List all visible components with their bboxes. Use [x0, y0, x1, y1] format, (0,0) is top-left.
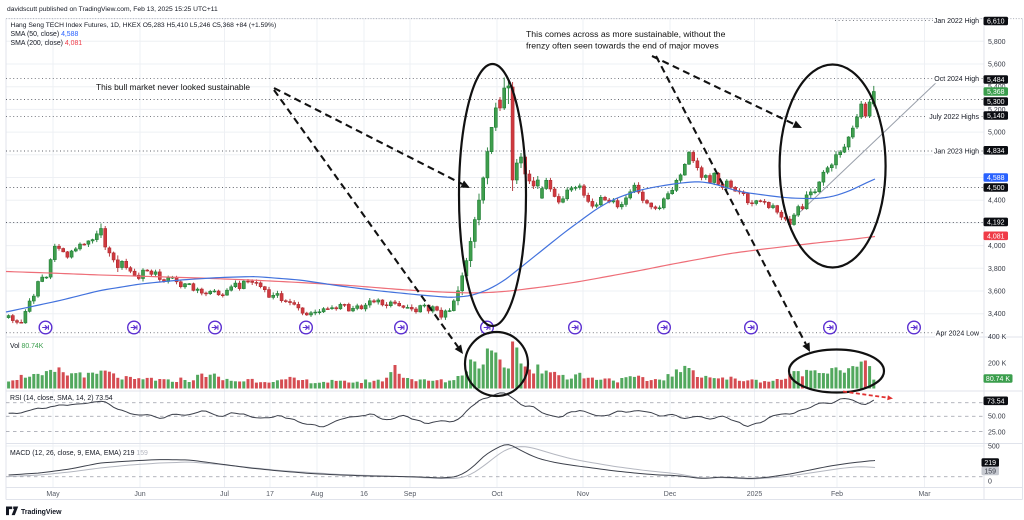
- svg-text:3,600: 3,600: [988, 289, 1006, 296]
- svg-text:4,588: 4,588: [987, 175, 1005, 182]
- svg-text:Vol 80.74K: Vol 80.74K: [10, 343, 44, 350]
- svg-text:Nov: Nov: [577, 491, 590, 498]
- svg-text:Aug: Aug: [311, 491, 324, 498]
- svg-text:Dec: Dec: [664, 491, 677, 498]
- svg-text:Oct: Oct: [492, 491, 503, 498]
- svg-text:400 K: 400 K: [988, 334, 1007, 341]
- svg-text:This bull market never looked: This bull market never looked sustainabl…: [96, 82, 250, 92]
- svg-text:80.74 K: 80.74 K: [986, 376, 1010, 383]
- svg-text:3,800: 3,800: [988, 266, 1006, 273]
- svg-text:4,500: 4,500: [987, 185, 1005, 192]
- svg-text:5,368: 5,368: [987, 89, 1005, 96]
- svg-text:Jan 2022 High: Jan 2022 High: [934, 18, 979, 25]
- svg-text:Jan 2023 High: Jan 2023 High: [934, 149, 979, 156]
- svg-text:4,400: 4,400: [988, 198, 1006, 205]
- svg-text:Apr 2024 Low: Apr 2024 Low: [936, 330, 980, 337]
- svg-text:RSI (14, close, SMA, 14, 2) 7: RSI (14, close, SMA, 14, 2) 73.54: [10, 395, 113, 402]
- svg-text:200 K: 200 K: [988, 361, 1007, 368]
- svg-text:Feb: Feb: [831, 491, 843, 498]
- svg-text:TradingView: TradingView: [21, 509, 62, 516]
- svg-text:5,300: 5,300: [987, 99, 1005, 106]
- svg-text:4,192: 4,192: [987, 220, 1005, 227]
- svg-text:4,834: 4,834: [987, 148, 1005, 155]
- svg-text:3,400: 3,400: [988, 311, 1006, 318]
- svg-text:July 2022 Highs: July 2022 Highs: [929, 114, 979, 121]
- svg-text:Jul: Jul: [220, 491, 229, 498]
- svg-text:219: 219: [984, 460, 996, 467]
- svg-text:5,140: 5,140: [987, 113, 1005, 120]
- svg-text:0: 0: [988, 478, 992, 485]
- svg-text:73.54: 73.54: [987, 398, 1005, 405]
- svg-text:May: May: [46, 491, 60, 498]
- svg-text:2025: 2025: [747, 491, 763, 498]
- svg-text:5,800: 5,800: [988, 39, 1006, 46]
- svg-text:frenzy often seen towards the: frenzy often seen towards the end of maj…: [526, 41, 719, 51]
- svg-text:4,081: 4,081: [987, 233, 1005, 240]
- svg-text:davidscutt published on Tradin: davidscutt published on TradingView.com,…: [7, 6, 218, 13]
- svg-text:5,484: 5,484: [987, 77, 1005, 84]
- svg-text:Hang Seng TECH Index Futures,: Hang Seng TECH Index Futures, 1D, HKEX O…: [11, 22, 277, 29]
- svg-text:Oct 2024 High: Oct 2024 High: [934, 76, 979, 83]
- svg-text:500: 500: [988, 444, 1000, 451]
- svg-text:16: 16: [360, 491, 368, 498]
- svg-text:Sep: Sep: [404, 491, 417, 498]
- svg-text:MACD (12, 26, close, 9, EMA, E: MACD (12, 26, close, 9, EMA, EMA) 219 15…: [10, 450, 148, 457]
- svg-text:SMA (50, close) 4,588: SMA (50, close) 4,588: [11, 31, 79, 38]
- svg-text:This comes across as more sust: This comes across as more sustainable, w…: [526, 29, 726, 39]
- svg-text:5,600: 5,600: [988, 62, 1006, 69]
- svg-text:159: 159: [984, 469, 996, 476]
- svg-text:4,000: 4,000: [988, 243, 1006, 250]
- svg-text:6,610: 6,610: [987, 19, 1005, 26]
- svg-text:25.00: 25.00: [988, 429, 1006, 436]
- svg-text:SMA (200, close) 4,081: SMA (200, close) 4,081: [11, 40, 83, 47]
- svg-text:5,200: 5,200: [988, 107, 1006, 114]
- svg-text:Mar: Mar: [918, 491, 931, 498]
- svg-text:5,000: 5,000: [988, 130, 1006, 137]
- svg-text:Jun: Jun: [134, 491, 145, 498]
- svg-text:17: 17: [266, 491, 274, 498]
- svg-text:50.00: 50.00: [988, 414, 1006, 421]
